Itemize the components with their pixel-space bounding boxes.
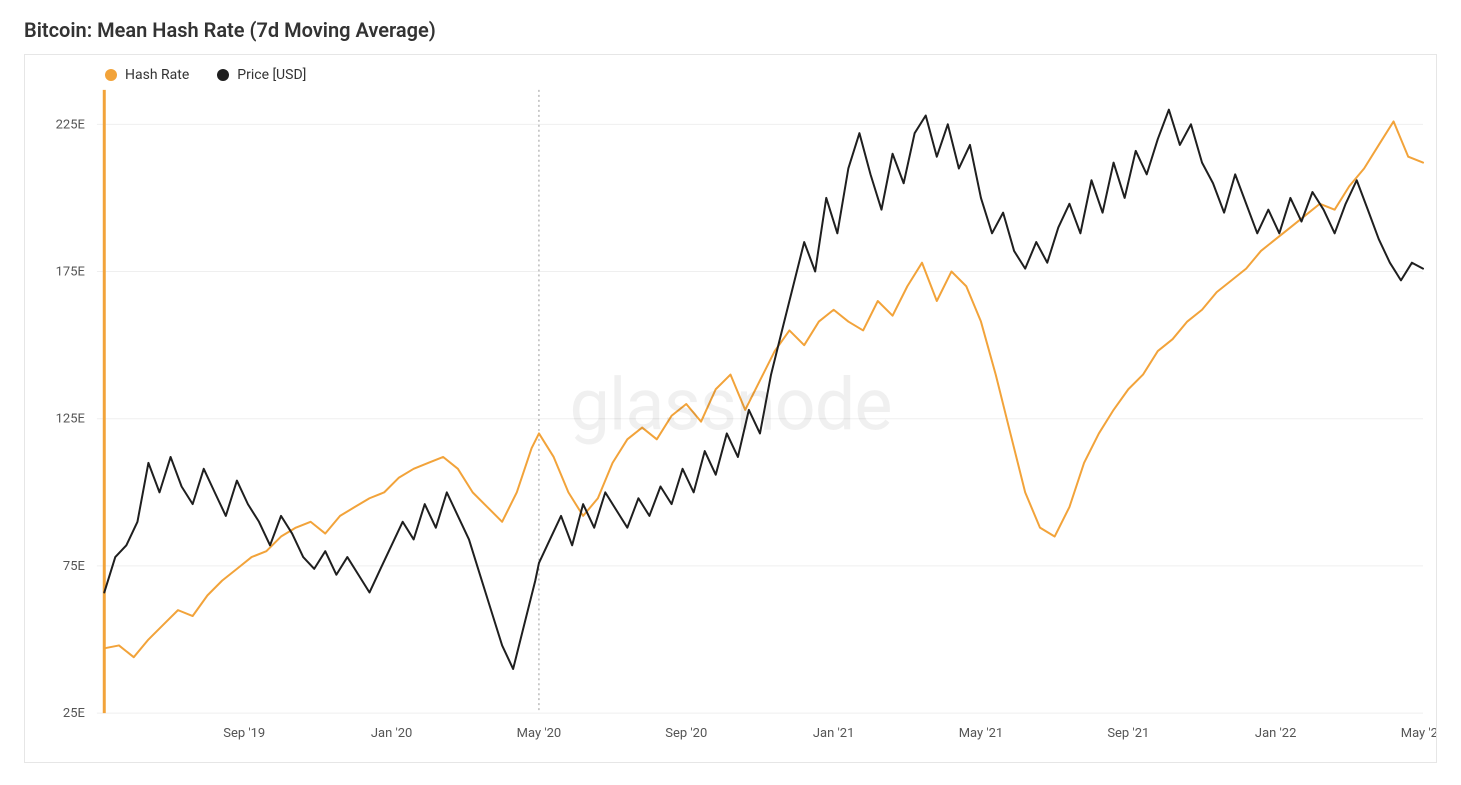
series-line-price-usd-	[104, 110, 1423, 669]
x-tick-label: Sep '21	[1107, 726, 1149, 741]
legend-item-price[interactable]: Price [USD]	[217, 67, 306, 83]
x-tick-label: Jan '21	[813, 726, 854, 741]
chart-svg: 25E 75E 125E 175E 225E Sep '19 Jan '20 May '20…	[25, 55, 1436, 762]
x-tick-label: Jan '20	[371, 726, 412, 741]
page-root: Bitcoin: Mean Hash Rate (7d Moving Avera…	[0, 0, 1461, 785]
legend-item-hashrate[interactable]: Hash Rate	[105, 67, 189, 83]
y-tick-label: 175E	[56, 265, 85, 280]
x-tick-label: May '20	[517, 726, 562, 741]
y-tick-label: 125E	[56, 412, 85, 427]
x-tick-label: May '21	[959, 726, 1004, 741]
legend-dot-price	[217, 69, 229, 81]
x-tick-label: May '22	[1401, 726, 1436, 741]
chart-container: Hash Rate Price [USD] glassnode 25E75E12…	[24, 54, 1437, 763]
x-tick-label: Jan '22	[1255, 726, 1296, 741]
legend: Hash Rate Price [USD]	[105, 67, 306, 83]
chart-title: Bitcoin: Mean Hash Rate (7d Moving Avera…	[24, 18, 1437, 42]
y-tick-label: 75E	[63, 559, 85, 574]
x-tick-label: Sep '19	[223, 726, 265, 741]
series-line-hash-rate	[104, 121, 1423, 657]
y-tick-label: 25E	[63, 706, 85, 721]
xaxis-group: Sep '19 Jan '20 May '20 Sep '20 Jan '21 May '…	[223, 726, 1436, 741]
x-tick-label: Sep '20	[665, 726, 707, 741]
legend-label-price: Price [USD]	[237, 67, 306, 83]
legend-label-hashrate: Hash Rate	[125, 67, 189, 83]
legend-dot-hashrate	[105, 69, 117, 81]
series-group	[104, 110, 1423, 669]
y-tick-label: 225E	[56, 117, 85, 132]
yaxis-group: 25E 75E 125E 175E 225E	[56, 117, 85, 721]
